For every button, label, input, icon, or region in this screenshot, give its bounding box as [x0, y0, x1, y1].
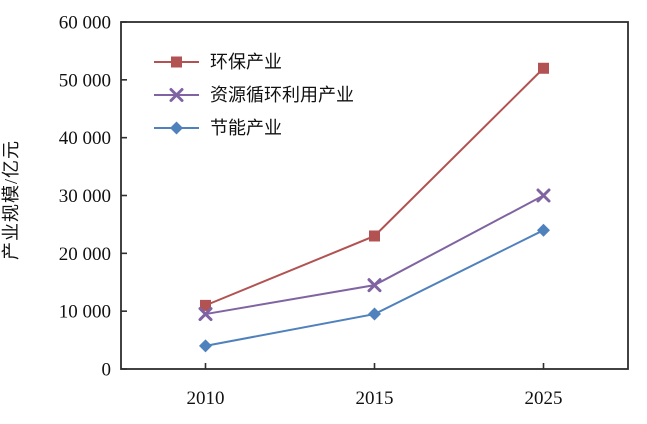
marker-square-icon	[171, 56, 182, 68]
legend-label: 节能产业	[210, 118, 282, 138]
marker-diamond-icon	[199, 339, 212, 353]
marker-diamond-icon	[368, 307, 381, 321]
x-tick-label: 2010	[187, 388, 225, 409]
y-tick-label: 40 000	[59, 128, 111, 149]
y-tick-label: 30 000	[59, 186, 111, 207]
series-line	[205, 229, 544, 347]
marker-x-icon	[169, 88, 184, 102]
legend-label: 资源循环利用产业	[210, 85, 354, 105]
series-0	[200, 62, 549, 311]
y-tick-label: 20 000	[59, 244, 111, 265]
y-tick-label: 60 000	[59, 13, 111, 34]
x-tick-label: 2015	[356, 388, 394, 409]
y-tick-label: 10 000	[59, 302, 111, 323]
series-layer	[198, 62, 551, 353]
marker-diamond-icon	[537, 223, 550, 237]
axes-layer: 0 10 000 20 000 30 000 40 000 50 000 60 000 201…	[59, 13, 563, 410]
legend-label: 环保产业	[210, 52, 282, 72]
series-2	[199, 223, 550, 353]
marker-x-icon	[367, 278, 382, 293]
marker-square-icon	[538, 62, 549, 74]
y-axis-title: 产业规模/亿元	[1, 140, 21, 260]
legend-item-0: 环保产业	[154, 52, 282, 72]
legend-item-1: 资源循环利用产业	[154, 85, 354, 105]
marker-x-icon	[536, 188, 551, 203]
legend-item-2: 节能产业	[154, 118, 282, 138]
y-tick-label: 50 000	[59, 70, 111, 91]
marker-diamond-icon	[170, 121, 183, 135]
marker-square-icon	[369, 230, 380, 242]
series-1	[198, 188, 551, 322]
x-tick-label: 2025	[525, 388, 563, 409]
marker-square-icon	[200, 299, 211, 311]
y-tick-label: 0	[102, 360, 112, 381]
marker-x-icon	[198, 307, 213, 322]
